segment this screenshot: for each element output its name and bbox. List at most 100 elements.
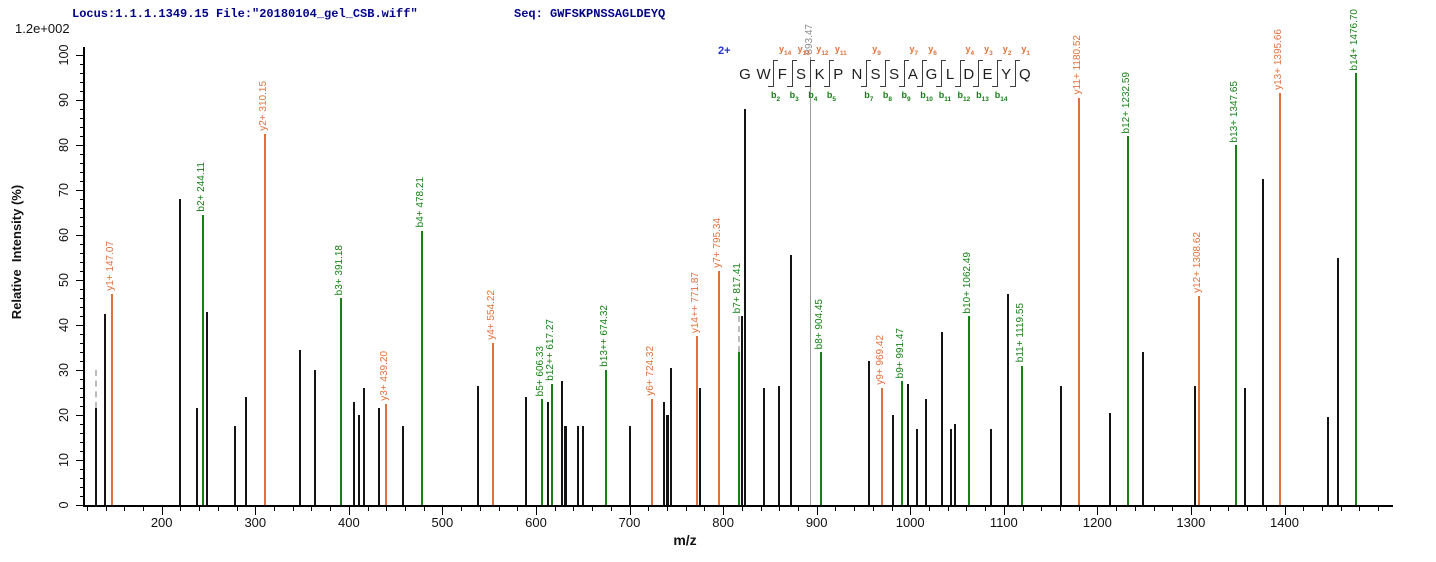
cleavage-mark [884,60,886,87]
residue-letter: F [777,66,787,83]
b-ion-peak [1234,145,1237,505]
x-tick [442,507,444,515]
x-minor-tick [1078,507,1080,511]
x-minor-tick [1359,507,1361,511]
x-minor-tick [947,507,949,511]
cleavage-mark-bottom [805,86,811,87]
x-minor-tick [1022,507,1024,511]
cleavage-mark-bottom [917,86,923,87]
x-minor-tick [143,507,144,511]
peak [244,397,247,505]
x-minor-tick [1228,507,1230,511]
x-tick-label: 400 [338,515,360,530]
y-minor-tick [80,136,84,137]
x-minor-tick [1116,507,1118,511]
x-tick [1097,507,1099,515]
residue-letter: K [814,66,825,83]
peak [699,388,702,505]
locus-file-text: Locus:1.1.1.1349.15 File:"20180104_gel_C… [72,7,418,21]
peak [868,361,871,505]
y-tick [76,280,84,281]
cleavage-mark-top [791,60,797,61]
peak [561,381,564,506]
cleavage-mark-bottom [879,86,885,87]
residue-letter: D [963,66,975,83]
y-ion-label: y4 [965,44,975,57]
x-minor-tick [479,507,481,511]
cleavage-mark-top [828,60,834,61]
b-ion-label: b7 [864,90,874,103]
sequence-header-text: Seq: GWFSKPNSSAGLDEYQ [514,7,666,21]
x-minor-tick [648,507,650,511]
cleavage-mark-top [903,60,909,61]
x-minor-tick [891,507,893,511]
peak [196,408,199,506]
y-ion-peak [1198,295,1200,506]
y-minor-tick [80,163,84,164]
peak [628,426,631,506]
x-tick-label: 800 [712,515,734,530]
x-minor-tick [929,507,930,511]
peak [377,408,380,506]
cleavage-mark [959,60,961,87]
x-minor-tick [1059,507,1061,511]
x-minor-tick [217,507,219,511]
b-ion-peak [604,370,607,505]
peak [299,349,302,506]
cleavage-mark [791,60,793,87]
b-ion-peak [1355,73,1358,505]
y-ion-label: y12 [816,44,829,57]
y-minor-tick [80,64,84,65]
y-minor-tick [80,424,84,425]
y-minor-tick [80,289,84,290]
peak [233,426,236,506]
peak [358,415,361,505]
peak [206,311,209,505]
peak [1108,412,1111,506]
residue-letter: S [795,66,806,83]
y-minor-tick [80,253,84,254]
x-minor-tick [517,507,519,511]
dashed-peak-extension [738,316,741,352]
y-minor-tick [80,352,84,353]
residue-letter: Q [1018,66,1031,83]
y-tick [76,190,84,191]
cleavage-mark-top [978,60,984,61]
y-tick [76,235,84,236]
x-minor-tick [1247,507,1249,511]
peak [663,401,666,505]
peak [402,426,405,506]
y-tick [76,505,84,506]
y-ion-peak [880,388,883,505]
x-axis-title: m/z [673,532,697,548]
residue-letter: E [982,66,993,83]
cleavage-mark-bottom [991,86,997,87]
b-ion-peak [1126,136,1129,505]
residue-letter: P [833,66,844,83]
x-tick-label: 500 [431,515,454,530]
peak [563,426,567,506]
b-ion-peak [738,352,741,505]
peak [1142,352,1145,505]
peak [352,401,355,505]
y-minor-tick [80,469,84,470]
x-minor-tick [236,507,238,511]
x-minor-tick [685,507,687,511]
x-tick-label: 1000 [895,515,925,530]
peak [915,428,918,505]
y-ion-peak [263,133,266,506]
x-minor-tick [330,507,332,511]
b-ion-peak [1021,365,1024,505]
cleavage-mark [866,60,868,87]
peak [1326,417,1329,506]
cleavage-mark [773,60,774,87]
y-tick [76,145,84,146]
y-minor-tick [80,91,84,92]
x-minor-tick [779,507,781,511]
peak [1262,178,1264,506]
x-minor-tick [86,507,88,511]
peak [1193,385,1196,506]
